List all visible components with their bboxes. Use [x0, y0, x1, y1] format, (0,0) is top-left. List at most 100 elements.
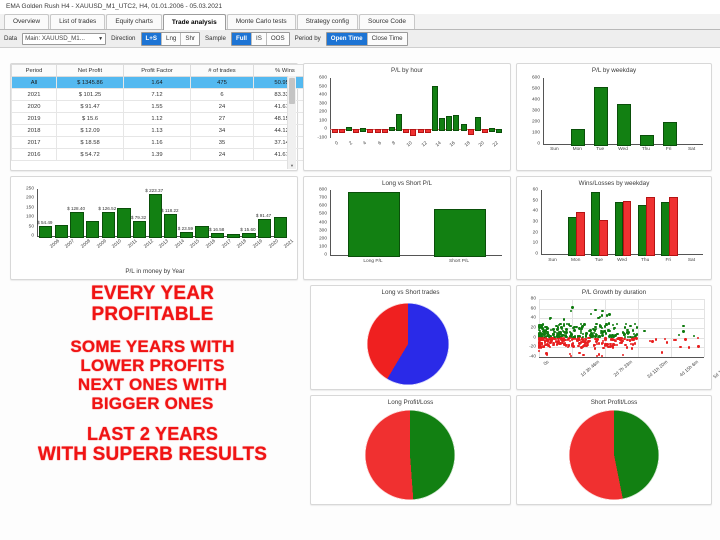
table-row[interactable]: All $ 1345.86 1.64 475 50.95 %	[11, 76, 331, 89]
chart-panel-pl-by-hour: P/L by hour -100 0 100 200 300 400 500 600 0 2 4 6 8…	[303, 63, 511, 171]
table-row[interactable]: 2018 $ 12.09 1.13 34 44.12 %	[11, 124, 331, 137]
scatter-point	[546, 334, 549, 338]
table-scrollbar[interactable]: ▲ ▼	[287, 76, 296, 169]
tab-trade-analysis[interactable]: Trade analysis	[162, 14, 226, 30]
scatter-point	[555, 324, 558, 328]
scatter-point	[548, 341, 551, 345]
scatter-point	[573, 329, 576, 332]
scatter-point	[552, 341, 555, 345]
scatter-point	[611, 344, 614, 348]
tab-overview[interactable]: Overview	[4, 14, 50, 29]
scatter-point	[543, 331, 547, 334]
bar	[70, 211, 84, 238]
column-header--of-trades[interactable]: # of trades	[190, 64, 254, 77]
scatter-point	[595, 342, 598, 346]
tab-source-code[interactable]: Source Code	[359, 14, 415, 29]
bar-value-label: $ 16.58	[209, 226, 225, 232]
scatter-point	[579, 341, 583, 345]
bar	[148, 194, 162, 238]
scatter-point	[546, 343, 549, 346]
table-row[interactable]: 2021 $ 101.25 7.12 6 83.33 %	[11, 88, 331, 101]
scatter-point	[612, 335, 615, 339]
period-option-close-time[interactable]: Close Time	[367, 32, 407, 45]
period-by-label: Period by	[294, 35, 321, 42]
data-source-select[interactable]: Main: XAUUSD_M1... ▼	[22, 32, 107, 45]
column-header-period[interactable]: Period	[11, 64, 57, 77]
x-axis-tick: 2013	[158, 239, 171, 250]
table-row[interactable]: 2019 $ 15.6 1.12 27 48.15 %	[11, 112, 331, 125]
table-row[interactable]: 2016 $ 54.72 1.39 24 41.67 %	[11, 148, 331, 161]
direction-option-shr[interactable]: Shr	[181, 32, 199, 45]
column-header-net-profit[interactable]: Net Profit	[56, 64, 124, 77]
direction-option-lng[interactable]: Lng	[162, 32, 182, 45]
x-axis-tick: 2008	[80, 239, 92, 250]
scatter-point	[598, 315, 602, 319]
column-header-profit-factor[interactable]: Profit Factor	[123, 64, 191, 77]
bar	[348, 192, 400, 257]
plot-long-vs-short-pl: 0 100 200 300 400 500 600 700 800 Long P/L Short P…	[304, 186, 512, 279]
plot-wins-losses-by-weekday: 0 10 20 30 40 50 60 Sun Mon Tue Wed Thu Fri Sat	[517, 186, 713, 279]
plot-pl-growth-by-duration: -40 -20 0 20 40 60 80 0s 1d 3h 46m 2d 7h 33m 3d 11…	[517, 295, 720, 389]
stats-table-panel: Period Net Profit Profit Factor # of trades…	[10, 63, 331, 171]
scatter-point	[682, 324, 685, 328]
sample-option-full[interactable]: Full	[231, 32, 252, 45]
scatter-point	[626, 339, 629, 342]
scatter-point	[603, 325, 607, 328]
stats-table[interactable]: Period Net Profit Profit Factor # of trades…	[11, 64, 331, 161]
scatter-point	[557, 333, 560, 336]
bar	[434, 208, 486, 257]
y-axis-tick: 300	[318, 228, 327, 234]
scatter-point	[565, 343, 568, 347]
table-cell: $ 15.6	[56, 112, 124, 125]
sample-option-is[interactable]: IS	[251, 32, 267, 45]
scatter-point	[542, 333, 546, 336]
scatter-point	[631, 343, 635, 346]
x-axis-tick: 2015	[189, 239, 202, 250]
table-cell: 1.55	[123, 100, 191, 113]
tab-strategy-config[interactable]: Strategy config	[296, 14, 358, 29]
tab-equity-charts[interactable]: Equity charts	[106, 14, 162, 29]
bar	[617, 104, 631, 146]
scatter-point	[543, 341, 546, 344]
y-axis-tick: 200	[318, 236, 327, 242]
scatter-point	[563, 343, 566, 346]
x-axis-tick: Sat	[687, 258, 696, 263]
y-axis-line	[37, 189, 38, 236]
table-cell: 1.64	[123, 76, 191, 89]
table-row[interactable]: 2020 $ 91.47 1.55 24 41.67 %	[11, 100, 331, 113]
scatter-point	[561, 329, 565, 332]
direction-option-l-s[interactable]: L+S	[141, 32, 163, 45]
scroll-down-icon[interactable]: ▼	[290, 163, 294, 168]
chart-title-long-vs-short-trades: Long vs Short trades	[381, 289, 440, 296]
scatter-point	[626, 332, 630, 336]
scatter-point	[617, 337, 621, 341]
bar-value-label: $ 118.22	[161, 207, 179, 213]
tab-monte-carlo-tests[interactable]: Monte Carlo tests	[226, 14, 296, 29]
bar	[482, 129, 489, 134]
x-axis-tick: 2010	[111, 239, 124, 250]
bar-value-label: $ 223.37	[145, 188, 164, 193]
chart-title-pl-by-weekday: P/L by weekday	[591, 67, 637, 74]
scrollbar-thumb[interactable]	[289, 78, 295, 104]
table-cell: 1.13	[123, 124, 191, 137]
scatter-point	[554, 337, 558, 341]
tab-label: Strategy config	[305, 18, 349, 25]
table-row[interactable]: 2017 $ 18.58 1.16 35 37.14 %	[11, 136, 331, 149]
sample-option-oos[interactable]: OOS	[266, 32, 289, 45]
scatter-point	[572, 337, 575, 340]
scatter-point	[588, 339, 591, 343]
scatter-point	[607, 322, 611, 326]
x-axis-tick: Thu	[641, 258, 650, 263]
scatter-point	[603, 344, 606, 347]
scatter-point	[607, 346, 610, 349]
table-cell: $ 1345.86	[56, 76, 124, 89]
scatter-point	[608, 313, 611, 316]
period-option-open-time[interactable]: Open Time	[326, 32, 368, 45]
y-axis-tick: 300	[318, 101, 327, 107]
y-axis-tick: -100	[317, 135, 327, 141]
scatter-point	[583, 338, 587, 341]
chart-panel-pl-by-weekday: P/L by weekday 0 100 200 300 400 500 600 Sun Mon…	[516, 63, 712, 171]
x-axis-line	[330, 255, 502, 256]
x-axis-tick: 2020	[268, 239, 280, 250]
tab-list-of-trades[interactable]: List of trades	[50, 14, 106, 29]
